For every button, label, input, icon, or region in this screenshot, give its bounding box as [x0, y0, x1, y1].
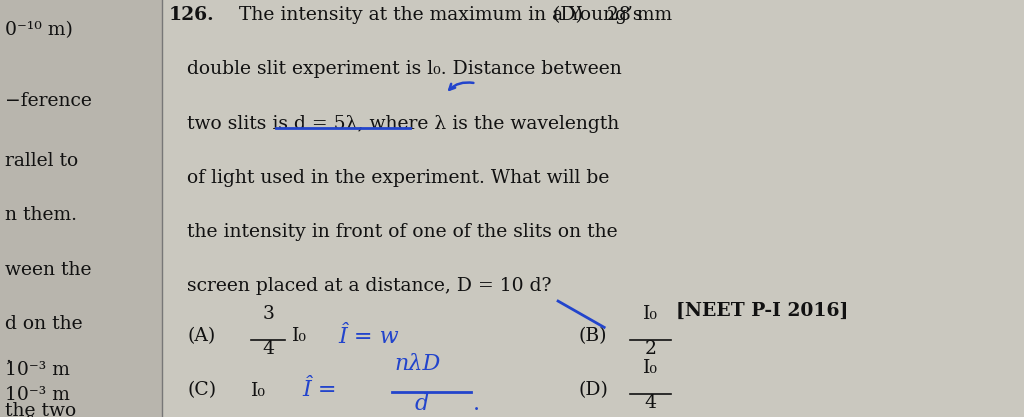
Text: .: .: [473, 393, 480, 415]
Text: The intensity at the maximum in a Young’s: The intensity at the maximum in a Young’…: [239, 6, 642, 24]
Text: of light used in the experiment. What will be: of light used in the experiment. What wi…: [187, 169, 609, 187]
Text: d: d: [415, 393, 429, 415]
Text: I₀: I₀: [292, 327, 307, 345]
Text: (A): (A): [187, 327, 216, 345]
Text: Î =: Î =: [302, 379, 337, 402]
Text: 4: 4: [262, 340, 274, 358]
Text: (D)    28 mm: (D) 28 mm: [553, 6, 672, 24]
Text: (C): (C): [187, 382, 216, 399]
Text: (B): (B): [579, 327, 607, 345]
Text: .: .: [5, 348, 11, 366]
Text: Î = w: Î = w: [338, 326, 398, 348]
Text: ween the: ween the: [5, 261, 91, 279]
Text: 3: 3: [262, 305, 274, 323]
Text: the two: the two: [5, 402, 77, 417]
Text: the intensity in front of one of the slits on the: the intensity in front of one of the sli…: [187, 223, 618, 241]
Text: 2: 2: [644, 340, 656, 358]
Text: 10⁻³ m: 10⁻³ m: [5, 361, 70, 379]
Text: 0⁻¹⁰ m): 0⁻¹⁰ m): [5, 21, 73, 39]
Text: two slits is d = 5λ, where λ is the wavelength: two slits is d = 5λ, where λ is the wave…: [187, 115, 620, 133]
Text: (D): (D): [579, 382, 608, 399]
Text: −ference: −ference: [5, 92, 92, 110]
Text: I₀: I₀: [643, 305, 657, 323]
Bar: [0, 0, 162, 417]
Text: I₀: I₀: [251, 382, 266, 399]
Text: I₀: I₀: [643, 359, 657, 377]
Text: [NEET P-I 2016]: [NEET P-I 2016]: [676, 302, 848, 320]
Text: erference: erference: [5, 415, 96, 417]
Text: rallel to: rallel to: [5, 152, 79, 170]
Text: screen placed at a distance, D = 10 d?: screen placed at a distance, D = 10 d?: [187, 277, 552, 295]
Text: 10⁻³ m: 10⁻³ m: [5, 386, 70, 404]
Text: 4: 4: [644, 394, 656, 412]
Text: double slit experiment is l₀. Distance between: double slit experiment is l₀. Distance b…: [187, 60, 623, 78]
Text: 126.: 126.: [169, 6, 215, 24]
Text: d on the: d on the: [5, 315, 83, 333]
Text: nλD: nλD: [394, 353, 440, 375]
Text: n them.: n them.: [5, 206, 77, 224]
